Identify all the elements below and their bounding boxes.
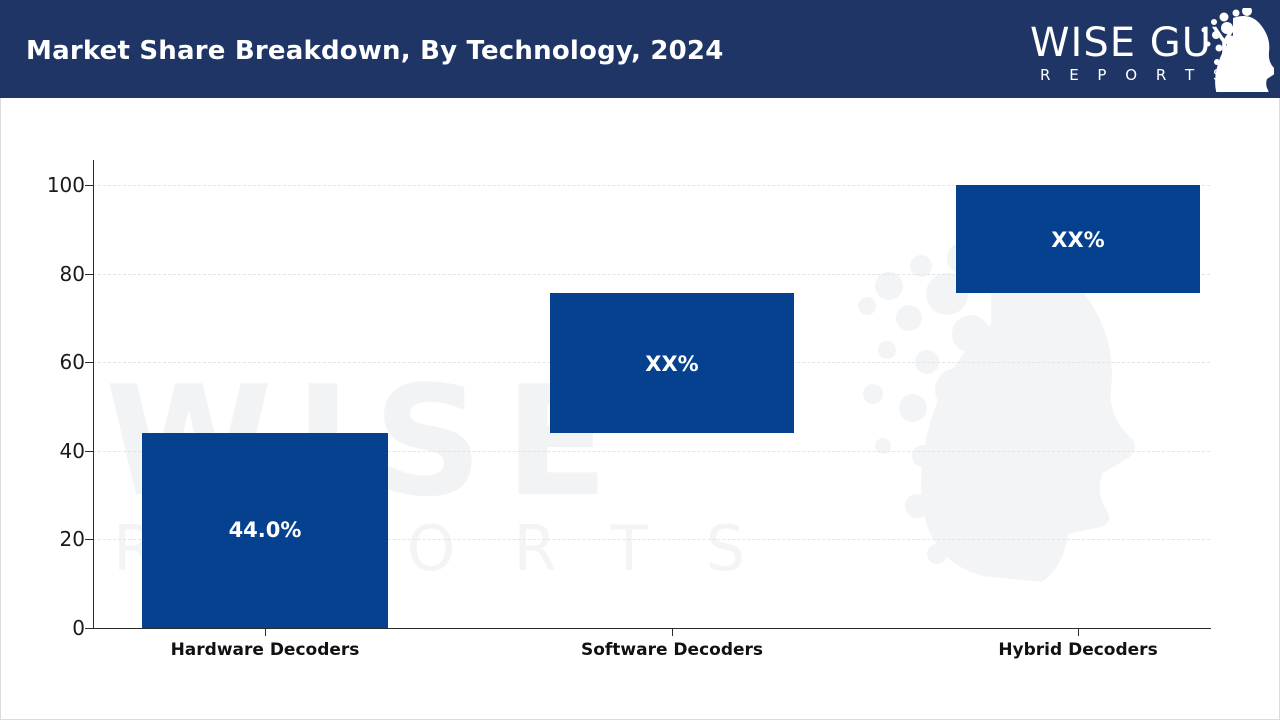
svg-text:WISE GUY: WISE GUY: [1030, 20, 1237, 66]
chart-container: WISE REPORTS: [0, 98, 1280, 720]
y-tick-mark-100: [85, 185, 93, 186]
y-tick-mark-20: [85, 539, 93, 541]
x-tick-label-software-decoders: Software Decoders: [580, 640, 764, 660]
bar-label-hybrid-decoders: XX%: [1051, 228, 1105, 252]
svg-text:R E P O R T S: R E P O R T S: [1040, 66, 1229, 84]
y-tick-mark-60: [85, 362, 93, 364]
bar-hardware-decoders[interactable]: [142, 433, 388, 628]
plot-area: 44.0% XX% XX% 0 20 40 60 80 100: [1, 98, 1279, 719]
y-tick-label-20: 20: [59, 527, 85, 552]
page-title: Market Share Breakdown, By Technology, 2…: [26, 36, 724, 66]
gridline-100: [93, 185, 1210, 186]
y-tick-label-60: 60: [59, 350, 85, 375]
y-tick-label-80: 80: [59, 261, 85, 286]
gridline-40: [93, 450, 1210, 452]
bar-hybrid-decoders[interactable]: [956, 185, 1200, 293]
gridline-20: [93, 539, 1210, 541]
y-tick-label-100: 100: [46, 173, 85, 197]
x-axis-spine: [93, 628, 1211, 629]
y-tick-mark-0: [85, 628, 93, 629]
y-tick-mark-80: [85, 273, 93, 275]
y-tick-mark-40: [85, 450, 93, 452]
logo-svg: WISE GUY R E P O R T S: [1030, 8, 1274, 92]
gridline-80: [93, 273, 1210, 275]
y-tick-label-0: 0: [72, 616, 85, 640]
x-tick-mark-hardware-decoders: [265, 628, 266, 636]
y-axis-spine: [93, 160, 94, 629]
x-tick-mark-software-decoders: [672, 628, 673, 636]
x-tick-label-hardware-decoders: Hardware Decoders: [170, 640, 360, 660]
bar-label-hardware-decoders: 44.0%: [228, 518, 302, 542]
wise-guy-reports-logo: WISE GUY R E P O R T S: [1028, 8, 1274, 92]
x-tick-mark-hybrid-decoders: [1078, 628, 1079, 636]
y-tick-label-40: 40: [59, 438, 85, 463]
x-tick-label-hybrid-decoders: Hybrid Decoders: [998, 640, 1158, 660]
head-profile-dots-icon: [1201, 8, 1274, 92]
page-header: Market Share Breakdown, By Technology, 2…: [0, 0, 1280, 98]
bar-software-decoders[interactable]: [550, 293, 794, 433]
bar-label-software-decoders: XX%: [645, 352, 699, 376]
